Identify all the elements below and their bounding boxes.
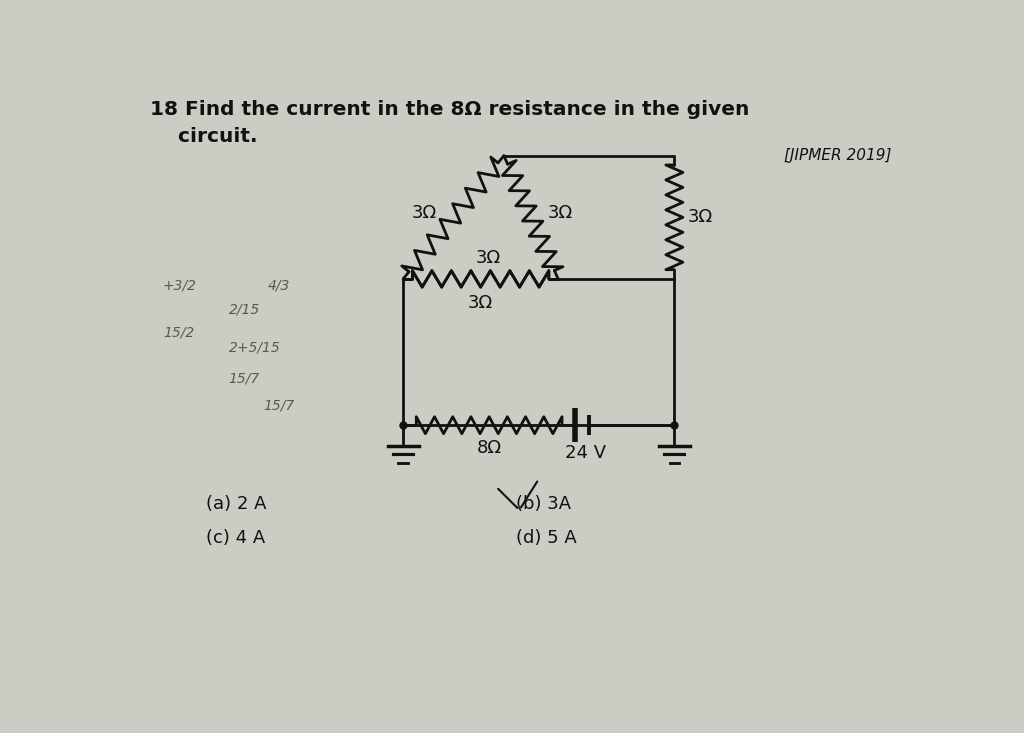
- Text: (a) 2 A: (a) 2 A: [206, 495, 266, 512]
- Text: 24 V: 24 V: [565, 444, 606, 463]
- Text: 2/15: 2/15: [228, 302, 260, 316]
- Text: (d) 5 A: (d) 5 A: [515, 529, 577, 547]
- Text: (c) 4 A: (c) 4 A: [206, 529, 265, 547]
- Text: 3Ω: 3Ω: [548, 205, 573, 223]
- Text: 3Ω: 3Ω: [412, 205, 436, 223]
- Text: 3Ω: 3Ω: [687, 208, 713, 226]
- Text: 3Ω: 3Ω: [476, 249, 501, 268]
- Text: 15/7: 15/7: [263, 398, 295, 412]
- Text: 2+5/15: 2+5/15: [228, 341, 281, 355]
- Text: 15/7: 15/7: [228, 372, 260, 386]
- Text: circuit.: circuit.: [150, 128, 257, 146]
- Text: (b) 3A: (b) 3A: [515, 495, 570, 512]
- Text: [JIPMER 2019]: [JIPMER 2019]: [784, 148, 891, 163]
- Text: 3Ω: 3Ω: [468, 295, 494, 312]
- Text: 18 Find the current in the 8Ω resistance in the given: 18 Find the current in the 8Ω resistance…: [150, 100, 750, 119]
- Text: 15/2: 15/2: [163, 325, 195, 339]
- Text: 8Ω: 8Ω: [476, 439, 502, 457]
- Text: 4/3: 4/3: [267, 279, 290, 293]
- Text: +3/2: +3/2: [163, 279, 197, 293]
